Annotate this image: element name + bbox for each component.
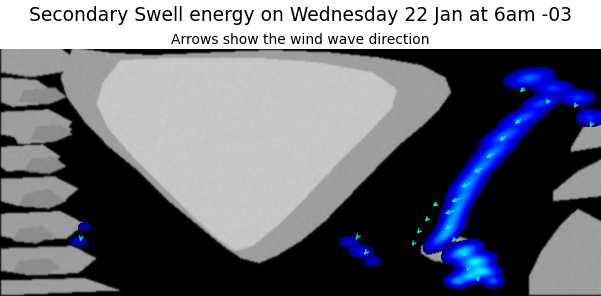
- Text: Secondary Swell energy on Wednesday 22 Jan at 6am -03: Secondary Swell energy on Wednesday 22 J…: [29, 6, 572, 25]
- Text: Arrows show the wind wave direction: Arrows show the wind wave direction: [171, 33, 430, 47]
